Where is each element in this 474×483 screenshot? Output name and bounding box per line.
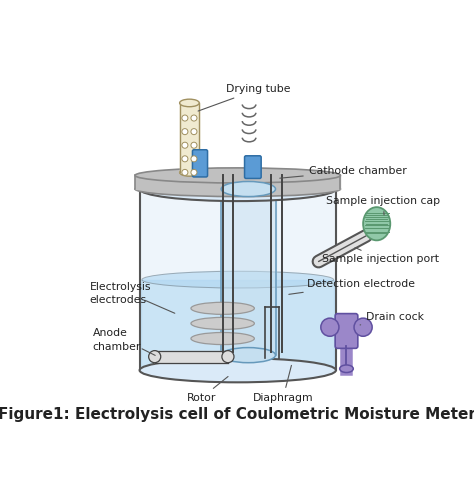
Ellipse shape [139,358,336,383]
Circle shape [191,156,197,162]
Ellipse shape [340,365,353,372]
Circle shape [191,115,197,121]
Ellipse shape [142,270,334,289]
Circle shape [191,142,197,148]
Ellipse shape [191,302,255,314]
Circle shape [354,318,372,336]
FancyBboxPatch shape [245,156,261,178]
Text: Drying tube: Drying tube [198,85,290,111]
Text: Rotor: Rotor [187,377,228,403]
Ellipse shape [149,351,161,363]
Text: Cathode chamber: Cathode chamber [280,166,407,178]
Text: Sample injection cap: Sample injection cap [326,196,440,215]
Ellipse shape [180,99,199,107]
Text: Drain cock: Drain cock [360,313,424,325]
Text: Figure1: Electrolysis cell of Coulometric Moisture Meter: Figure1: Electrolysis cell of Coulometri… [0,407,474,422]
Ellipse shape [221,348,275,363]
Text: Sample injection port: Sample injection port [322,248,439,264]
Ellipse shape [363,207,390,241]
Circle shape [182,156,188,162]
Ellipse shape [191,317,255,329]
Text: Anode
chamber: Anode chamber [93,328,141,352]
FancyBboxPatch shape [335,313,358,348]
Ellipse shape [191,332,255,344]
Circle shape [182,128,188,135]
Circle shape [191,128,197,135]
Circle shape [182,142,188,148]
Text: Detection electrode: Detection electrode [289,279,415,294]
Ellipse shape [135,182,340,197]
Ellipse shape [180,169,199,176]
Ellipse shape [221,182,275,197]
Ellipse shape [222,351,234,363]
Ellipse shape [139,177,336,201]
Circle shape [182,115,188,121]
Circle shape [182,170,188,175]
Circle shape [321,318,339,336]
Text: Electrolysis
electrodes: Electrolysis electrodes [90,282,151,305]
FancyBboxPatch shape [192,150,208,177]
Text: Diaphragm: Diaphragm [253,365,313,403]
Circle shape [191,170,197,175]
Ellipse shape [135,168,340,183]
